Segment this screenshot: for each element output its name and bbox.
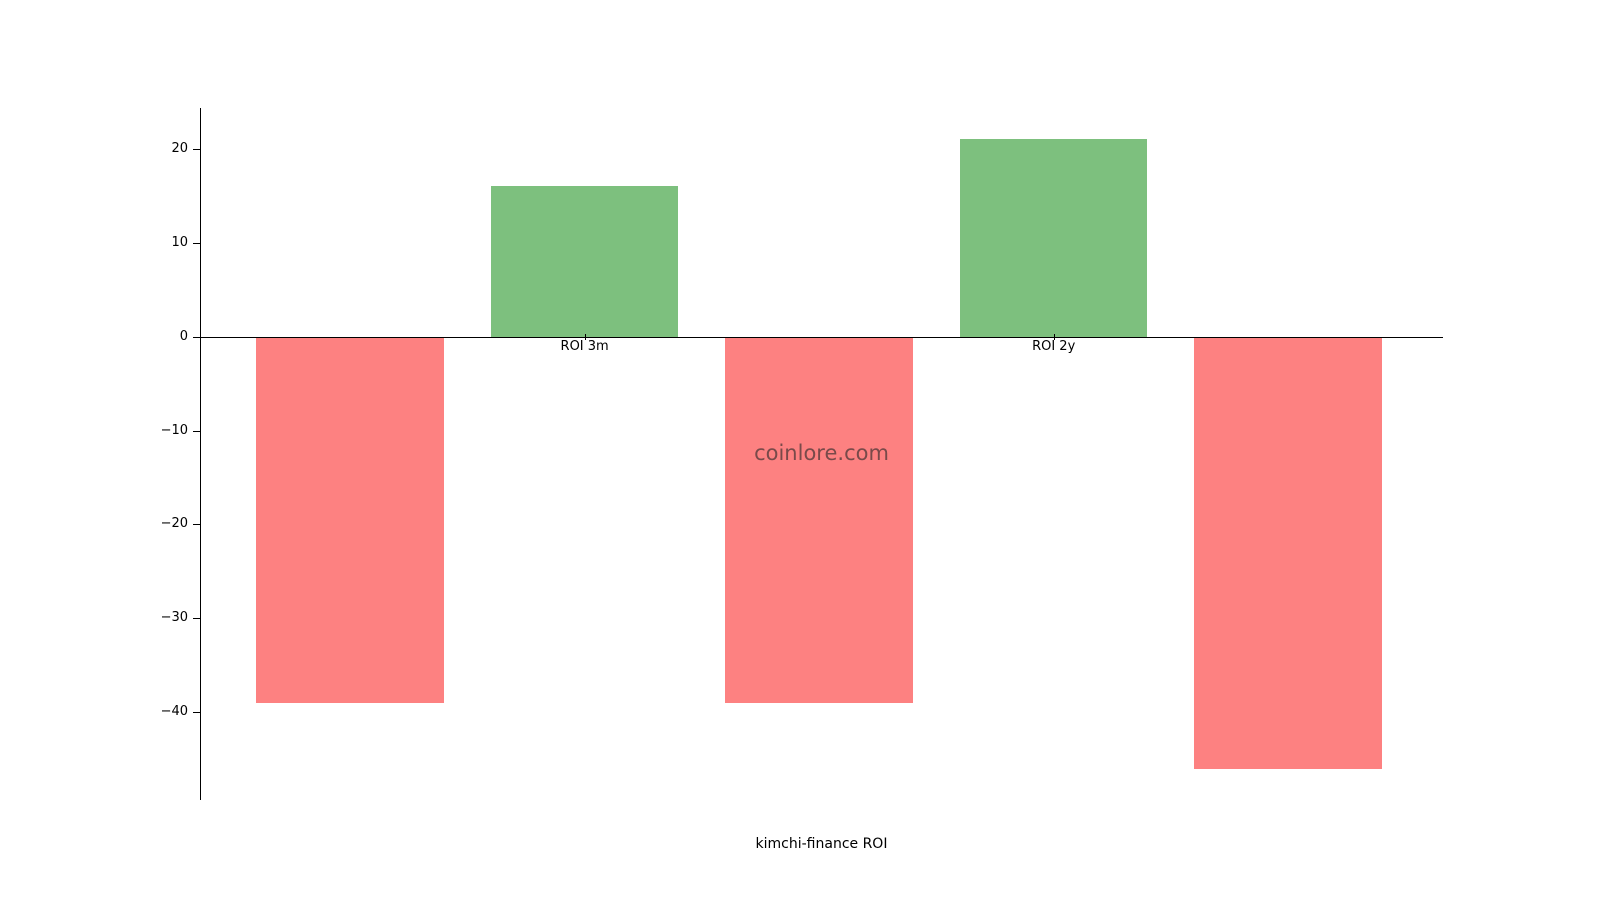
- y-axis-spine: [200, 108, 201, 800]
- y-tick-label: −30: [160, 610, 188, 625]
- y-tick-label: −20: [160, 516, 188, 531]
- y-axis-tick: [193, 243, 200, 244]
- chart-title: kimchi-finance ROI: [755, 836, 888, 852]
- y-tick-label: 10: [171, 235, 188, 250]
- y-axis-tick: [193, 149, 200, 150]
- y-axis-tick: [193, 618, 200, 619]
- y-tick-label: 0: [179, 329, 188, 344]
- bar-0: [256, 337, 444, 703]
- x-axis-tick: [585, 333, 586, 340]
- y-axis-tick: [193, 524, 200, 525]
- bar-1-roi-3m: [490, 186, 679, 337]
- bar-2: [725, 337, 913, 703]
- watermark-text: coinlore.com: [754, 441, 889, 465]
- bar-4: [1194, 337, 1382, 769]
- y-axis-tick: [193, 431, 200, 432]
- y-tick-label: 20: [171, 141, 188, 156]
- x-tick-label: ROI 2y: [1032, 339, 1076, 354]
- y-axis-tick: [193, 337, 200, 338]
- x-axis-tick: [1054, 333, 1055, 340]
- x-tick-label: ROI 3m: [560, 339, 609, 354]
- bar-3-roi-2y: [959, 139, 1148, 337]
- y-tick-label: −10: [160, 423, 188, 438]
- y-tick-label: −40: [160, 704, 188, 719]
- x-axis-zero-line: [200, 337, 1443, 338]
- y-axis-tick: [193, 712, 200, 713]
